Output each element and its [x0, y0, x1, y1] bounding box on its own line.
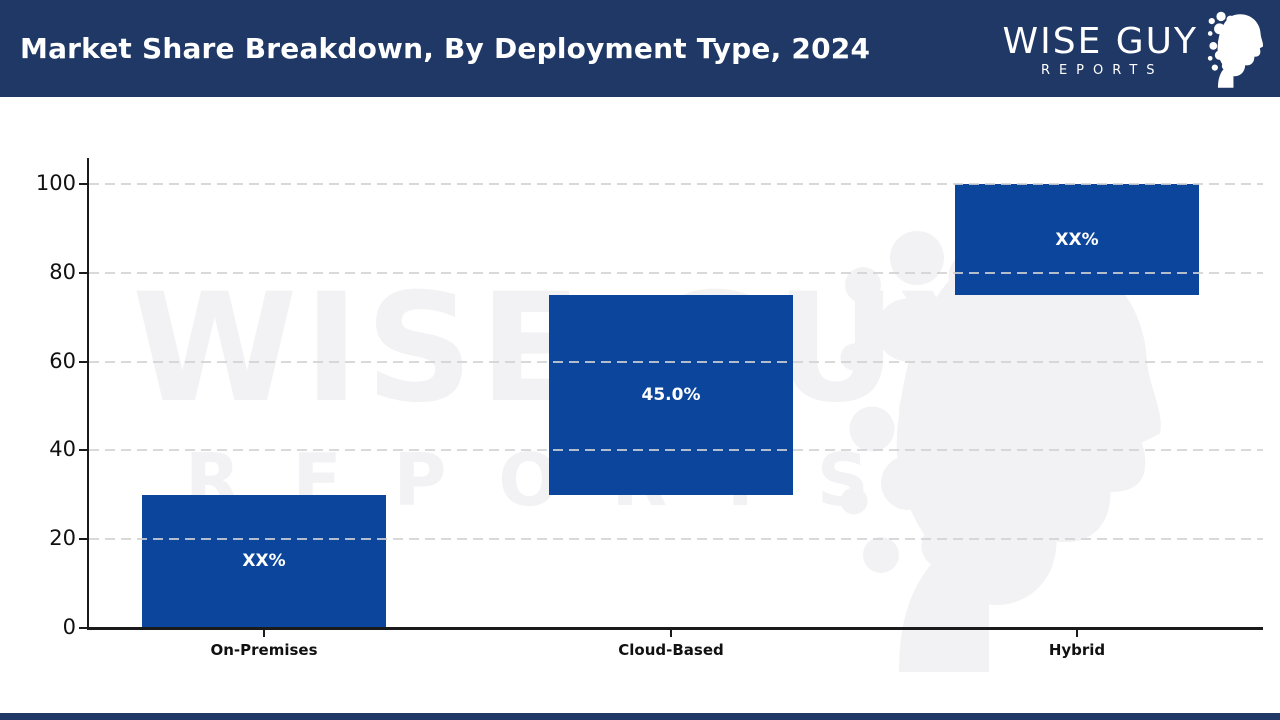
gridline-80	[89, 271, 1263, 274]
y-axis-tick	[79, 360, 87, 363]
y-axis-tick-label: 0	[62, 615, 76, 639]
wiseguy-logo: WISE GUY REPORTS	[1003, 0, 1267, 97]
bar-cloud-based: 45.0%	[549, 295, 793, 495]
y-axis-tick	[79, 271, 87, 274]
x-axis-category-label: On-Premises	[210, 641, 318, 659]
y-axis-line	[87, 158, 89, 629]
logo-wordmark-line2: REPORTS	[1040, 62, 1164, 78]
bar-hybrid: XX%	[955, 184, 1199, 295]
bar-value-label: XX%	[1055, 229, 1099, 250]
y-axis-tick-label: 60	[49, 348, 76, 373]
gridline-100	[89, 183, 1263, 185]
y-axis-tick-label: 40	[49, 437, 76, 462]
x-axis-category-label: Hybrid	[1048, 641, 1106, 659]
y-axis-tick	[79, 538, 87, 541]
y-axis-tick	[79, 449, 87, 452]
bar-value-label: 45.0%	[641, 384, 701, 405]
header-bar: Market Share Breakdown, By Deployment Ty…	[0, 0, 1280, 97]
y-axis-tick-label: 20	[49, 526, 76, 551]
x-axis-tick	[1076, 629, 1078, 637]
gridline-20	[89, 538, 1263, 541]
gridline-60	[89, 360, 1263, 363]
y-axis-tick	[79, 183, 87, 185]
gridline-40	[89, 449, 1263, 452]
y-axis-tick	[79, 627, 87, 629]
footer-bar	[0, 713, 1280, 720]
bar-on-premises: XX%	[142, 494, 386, 628]
wiseguy-face-icon	[1207, 11, 1264, 88]
x-axis-line	[87, 627, 1263, 630]
logo-wordmark-line1: WISE GUY	[1002, 20, 1198, 62]
y-axis-tick-label: 80	[49, 259, 76, 284]
chart-title: Market Share Breakdown, By Deployment Ty…	[20, 32, 871, 65]
x-axis-tick	[263, 629, 265, 637]
x-axis-tick	[670, 629, 672, 637]
x-axis-category-label: Cloud-Based	[618, 641, 724, 659]
y-axis-tick-label: 100	[35, 171, 76, 195]
bar-value-label: XX%	[242, 551, 286, 572]
logo-wordmark: WISE GUY REPORTS	[1002, 20, 1199, 78]
